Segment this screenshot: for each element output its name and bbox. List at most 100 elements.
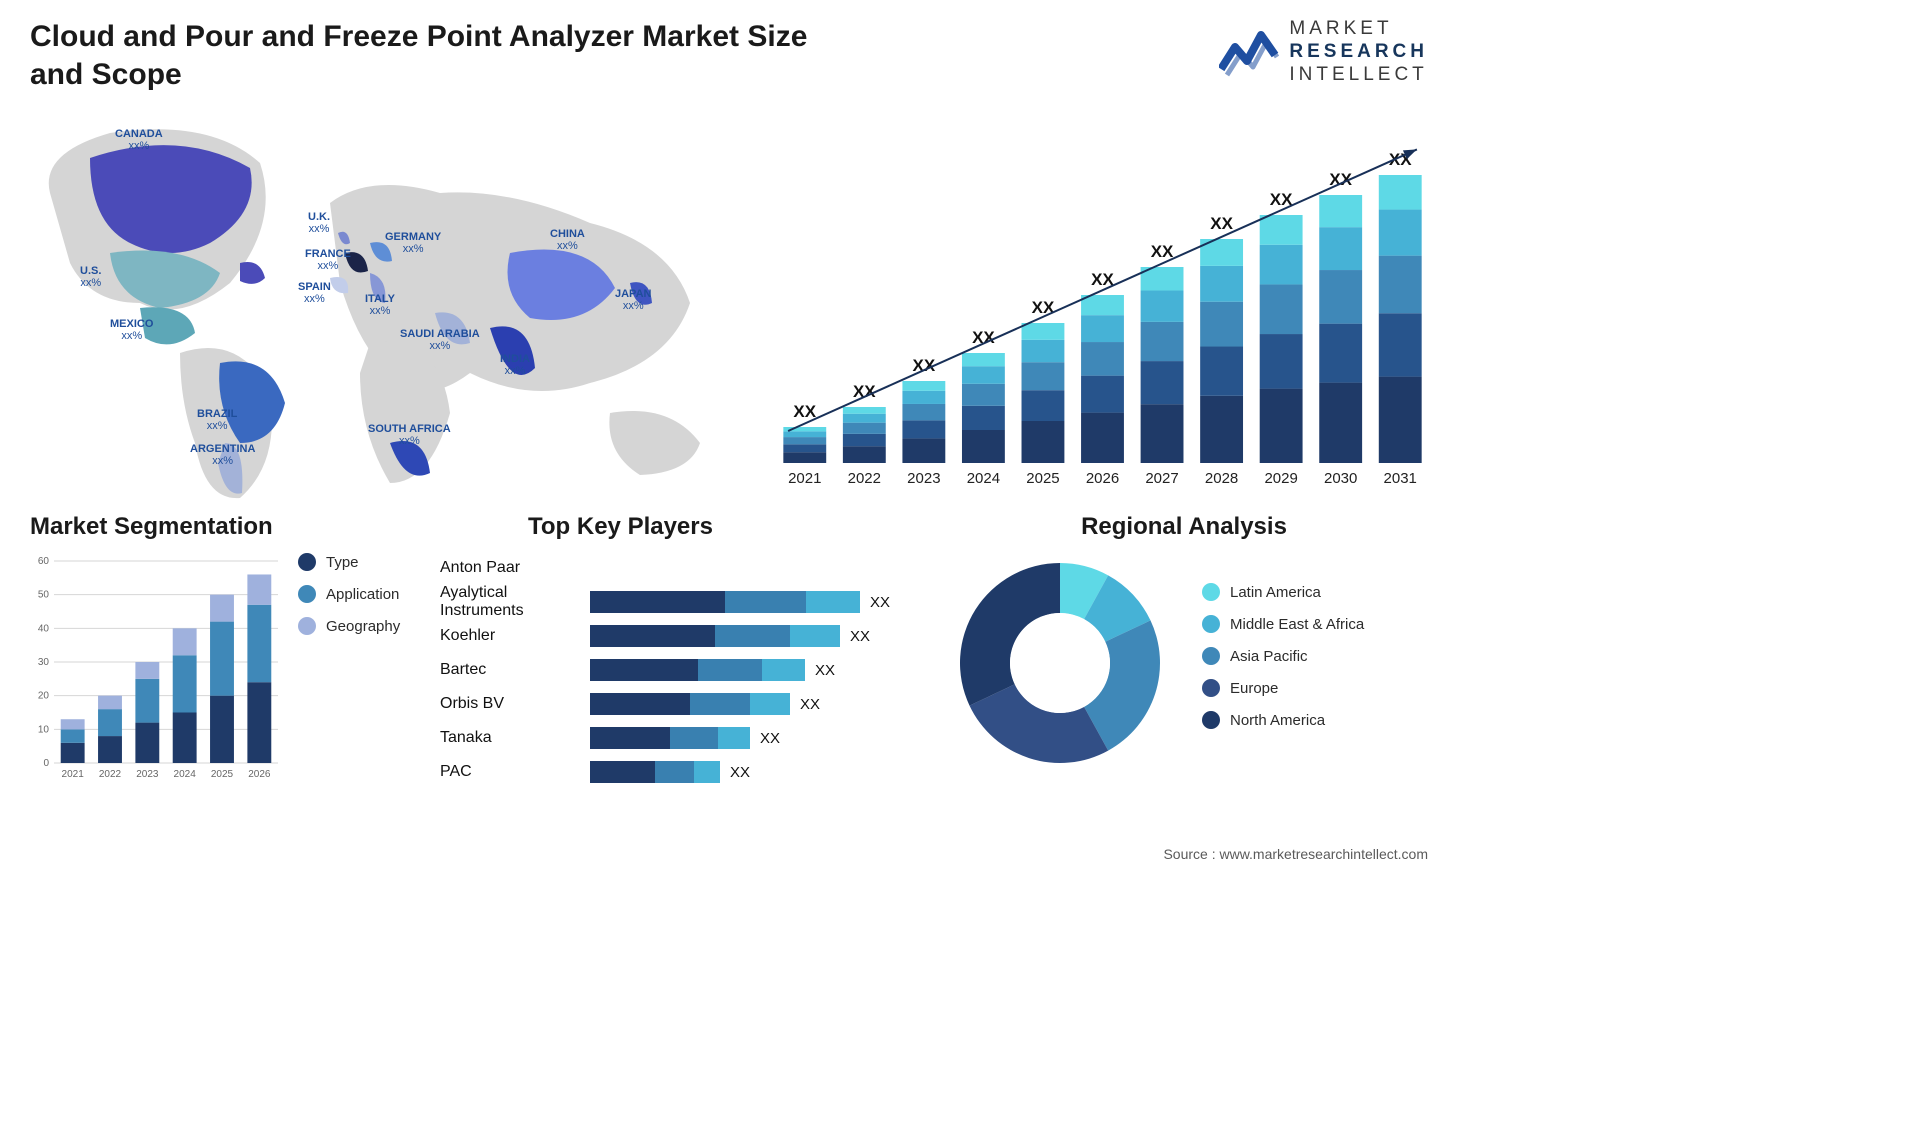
- legend-label: Middle East & Africa: [1230, 616, 1364, 633]
- key-player-label: Koehler: [440, 627, 590, 645]
- key-player-row: Tanaka XX: [440, 723, 920, 753]
- legend-item: Latin America: [1202, 583, 1364, 601]
- svg-text:2021: 2021: [788, 470, 821, 487]
- bar-segment: [750, 693, 790, 715]
- svg-text:2024: 2024: [174, 769, 197, 780]
- svg-text:2026: 2026: [1086, 470, 1119, 487]
- map-label: MEXICOxx%: [110, 318, 153, 342]
- forecast-chart: XX2021XX2022XX2023XX2024XX2025XX2026XX20…: [760, 123, 1440, 493]
- legend-swatch: [298, 585, 316, 603]
- legend-swatch: [1202, 711, 1220, 729]
- svg-text:20: 20: [38, 691, 50, 702]
- key-player-bar: XX: [590, 625, 920, 647]
- bar-segment: [694, 761, 720, 783]
- segmentation-legend: Type Application Geography: [298, 553, 400, 649]
- bar-segment: [715, 625, 790, 647]
- legend-label: Type: [326, 554, 359, 571]
- map-label: JAPANxx%: [615, 288, 651, 312]
- legend-swatch: [1202, 615, 1220, 633]
- key-player-row: KoehlerXX: [440, 621, 920, 651]
- map-label: ARGENTINAxx%: [190, 443, 255, 467]
- world-map-panel: CANADAxx% U.S.xx% MEXICOxx% BRAZILxx% ARGENT…: [30, 103, 730, 503]
- legend-label: Asia Pacific: [1230, 648, 1308, 665]
- map-label: CHINAxx%: [550, 228, 585, 252]
- svg-text:50: 50: [38, 590, 50, 601]
- svg-text:XX: XX: [853, 382, 876, 401]
- legend-swatch: [298, 617, 316, 635]
- regional-legend: Latin America Middle East & Africa Asia Pa…: [1202, 583, 1364, 743]
- brand-logo: MARKET RESEARCH INTELLECT: [1219, 18, 1428, 86]
- bar-segment: [590, 693, 690, 715]
- svg-text:10: 10: [38, 724, 50, 735]
- map-label: SAUDI ARABIAxx%: [400, 328, 480, 352]
- segmentation-chart: 0102030405060202120222023202420252026: [30, 553, 280, 783]
- key-player-row: Anton Paar: [440, 553, 920, 583]
- key-player-value: XX: [730, 764, 750, 781]
- key-player-label: Anton Paar: [440, 559, 590, 577]
- bar-segment: [725, 591, 806, 613]
- map-label: U.S.xx%: [80, 265, 101, 289]
- map-label: FRANCExx%: [305, 248, 351, 272]
- key-player-label: Orbis BV: [440, 695, 590, 713]
- bar-segment: [806, 591, 860, 613]
- svg-text:2025: 2025: [211, 769, 234, 780]
- bar-segment: [718, 727, 750, 749]
- svg-text:2026: 2026: [248, 769, 271, 780]
- legend-item: Geography: [298, 617, 400, 635]
- bar-segment: [655, 761, 694, 783]
- key-player-value: XX: [760, 730, 780, 747]
- logo-icon: [1219, 25, 1279, 79]
- key-player-bar: XX: [590, 659, 920, 681]
- svg-text:2027: 2027: [1145, 470, 1178, 487]
- map-label: BRAZILxx%: [197, 408, 237, 432]
- bar-segment: [590, 591, 725, 613]
- map-label: SPAINxx%: [298, 281, 331, 305]
- key-players-title: Top Key Players: [528, 513, 920, 541]
- legend-label: Application: [326, 586, 399, 603]
- svg-text:2022: 2022: [99, 769, 122, 780]
- legend-item: North America: [1202, 711, 1364, 729]
- bar-segment: [690, 693, 750, 715]
- bar-segment: [762, 659, 805, 681]
- map-label: CANADAxx%: [115, 128, 163, 152]
- legend-item: Type: [298, 553, 400, 571]
- svg-text:2028: 2028: [1205, 470, 1238, 487]
- key-player-value: XX: [800, 696, 820, 713]
- logo-text: MARKET RESEARCH INTELLECT: [1289, 18, 1428, 86]
- legend-item: Europe: [1202, 679, 1364, 697]
- bar-segment: [590, 625, 715, 647]
- legend-label: North America: [1230, 712, 1325, 729]
- regional-panel: Regional Analysis Latin AmericaMiddle Ea…: [940, 513, 1428, 791]
- bar-segment: [590, 761, 655, 783]
- legend-item: Asia Pacific: [1202, 647, 1364, 665]
- svg-text:2023: 2023: [907, 470, 940, 487]
- segmentation-title: Market Segmentation: [30, 513, 420, 541]
- legend-swatch: [1202, 583, 1220, 601]
- legend-item: Application: [298, 585, 400, 603]
- bar-segment: [670, 727, 718, 749]
- key-player-row: Orbis BV XX: [440, 689, 920, 719]
- key-player-bar: XX: [590, 727, 920, 749]
- key-player-label: Tanaka: [440, 729, 590, 747]
- bar-segment: [590, 727, 670, 749]
- map-label: U.K.xx%: [308, 211, 330, 235]
- key-player-row: BartecXX: [440, 655, 920, 685]
- svg-text:XX: XX: [1210, 214, 1233, 233]
- key-player-row: PACXX: [440, 757, 920, 787]
- bar-segment: [698, 659, 763, 681]
- key-players-panel: Top Key Players Anton PaarAyalytical Ins…: [440, 513, 920, 791]
- bar-segment: [790, 625, 840, 647]
- legend-label: Geography: [326, 618, 400, 635]
- legend-label: Europe: [1230, 680, 1278, 697]
- svg-text:2030: 2030: [1324, 470, 1357, 487]
- svg-text:0: 0: [43, 758, 49, 769]
- svg-text:XX: XX: [1151, 242, 1174, 261]
- legend-item: Middle East & Africa: [1202, 615, 1364, 633]
- svg-text:40: 40: [38, 623, 50, 634]
- key-player-bar: XX: [590, 761, 920, 783]
- page-title: Cloud and Pour and Freeze Point Analyzer…: [30, 18, 810, 93]
- svg-text:2025: 2025: [1026, 470, 1059, 487]
- map-label: GERMANYxx%: [385, 231, 441, 255]
- svg-text:2021: 2021: [62, 769, 85, 780]
- svg-text:2024: 2024: [967, 470, 1000, 487]
